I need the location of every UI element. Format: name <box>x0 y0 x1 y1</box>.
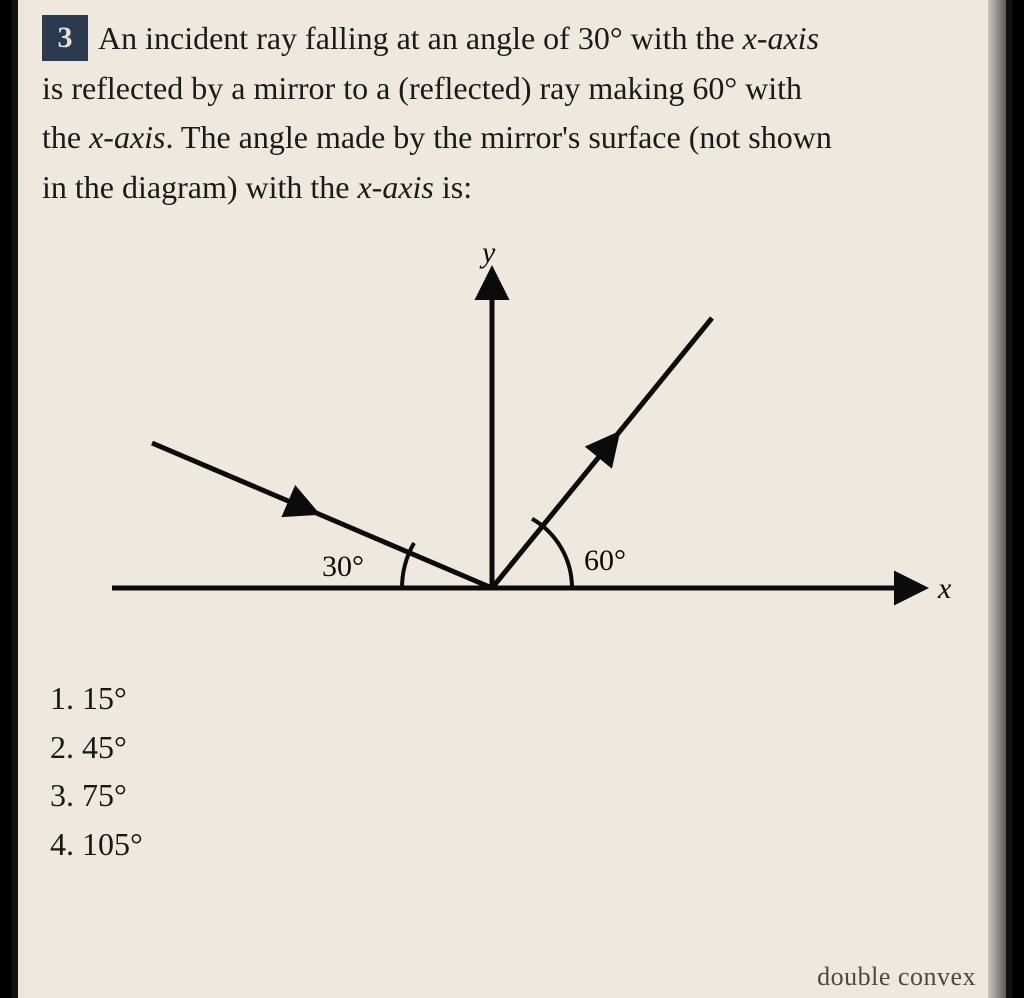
question-number-badge: 3 <box>42 15 88 61</box>
svg-text:30°: 30° <box>322 550 364 583</box>
q-line2b: the <box>42 119 89 155</box>
options-list: 1. 15° 2. 45° 3. 75° 4. 105° <box>42 675 982 867</box>
q-line2a: is reflected by a mirror to a (reflected… <box>42 70 802 106</box>
page-shadow-right <box>988 0 1006 998</box>
device-frame: 3 An incident ray falling at an angle of … <box>12 0 1012 998</box>
page-content: 3 An incident ray falling at an angle of … <box>24 0 1000 998</box>
svg-text:x: x <box>937 572 952 605</box>
q-line2c: . The angle made by the mirror's surface… <box>166 119 832 155</box>
q-line1-a: An incident ray falling at an angle of 3… <box>98 20 743 56</box>
cropped-footer-text: double convex <box>42 962 976 992</box>
option-1: 1. 15° <box>50 675 982 721</box>
option-4: 4. 105° <box>50 821 982 867</box>
xvar-3: x-axis <box>357 169 433 205</box>
option-2: 2. 45° <box>50 724 982 770</box>
svg-text:60°: 60° <box>584 544 626 577</box>
figure: 30° 60° x y <box>42 238 982 663</box>
q-line3b: is: <box>434 169 472 205</box>
svg-text:y: y <box>479 238 496 269</box>
q-line3a: in the diagram) with the <box>42 169 357 205</box>
xvar-1: x-axis <box>743 20 819 56</box>
question-text: 3 An incident ray falling at an angle of … <box>42 14 982 212</box>
ray-diagram: 30° 60° x y <box>52 238 972 658</box>
xvar-2: x-axis <box>89 119 165 155</box>
option-3: 3. 75° <box>50 772 982 818</box>
